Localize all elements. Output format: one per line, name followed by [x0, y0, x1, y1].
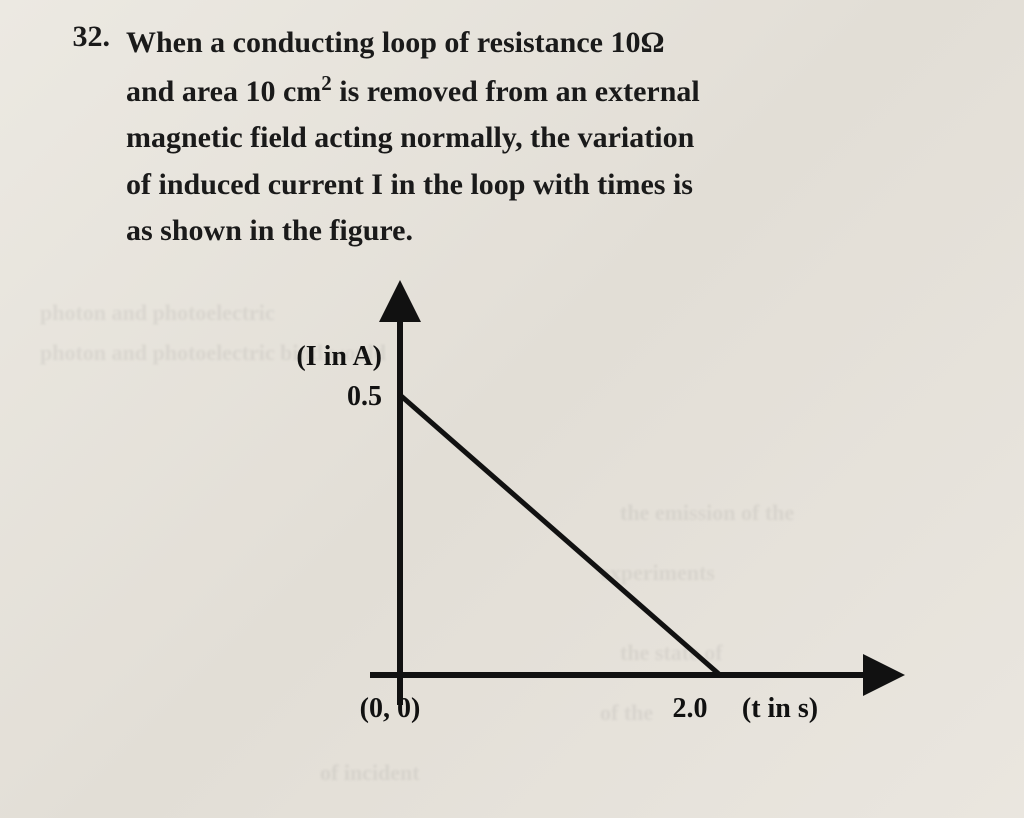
question-line-1: When a conducting loop of resistance 10Ω: [126, 26, 665, 59]
question-block: 32. When a conducting loop of resistance…: [60, 20, 964, 255]
superscript-2: 2: [321, 71, 332, 95]
y-axis-label: (I in A): [296, 341, 382, 372]
question-line-4: of induced current I in the loop with ti…: [126, 168, 693, 201]
question-text: When a conducting loop of resistance 10Ω…: [126, 20, 700, 255]
data-line: [400, 395, 720, 675]
chart-container: (I in A) 0.5 (0, 0) 2.0 (t in s): [200, 275, 964, 780]
origin-label: (0, 0): [360, 693, 421, 724]
question-line-2a: and area 10 cm: [126, 75, 321, 108]
question-line-5: as shown in the figure.: [126, 214, 413, 247]
x-tick-label: 2.0: [673, 693, 708, 724]
y-tick-label: 0.5: [347, 381, 382, 412]
question-line-2b: is removed from an external: [332, 75, 700, 108]
x-axis-label: (t in s): [742, 693, 818, 724]
question-number: 32.: [60, 20, 116, 54]
page: photon and photoelectric photon and phot…: [0, 0, 1024, 818]
question-line-3: magnetic field acting normally, the vari…: [126, 121, 694, 154]
current-vs-time-chart: (I in A) 0.5 (0, 0) 2.0 (t in s): [200, 275, 920, 775]
